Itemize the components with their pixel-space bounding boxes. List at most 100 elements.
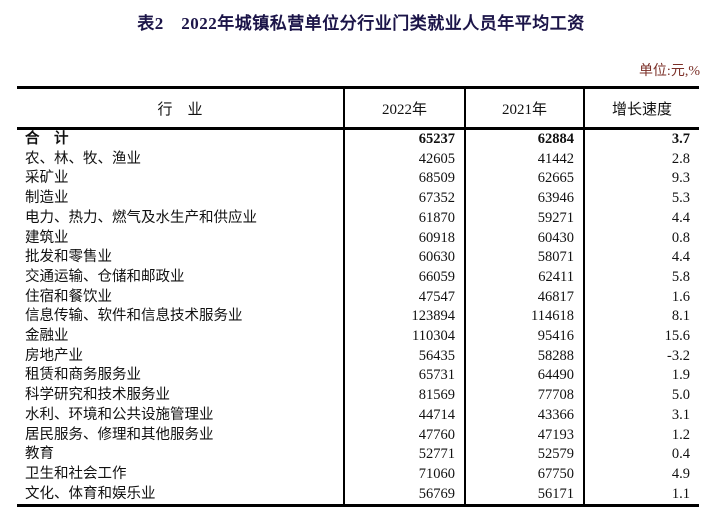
- value-2021-cell: 62884: [465, 128, 585, 150]
- value-2021-cell: 67750: [465, 464, 585, 485]
- growth-rate-cell: 15.6: [664, 328, 690, 345]
- value-2021-cell: 60430: [465, 228, 585, 249]
- value-2021-cell: 41442: [465, 149, 585, 170]
- header-growth-rate: 增长速度: [584, 87, 699, 130]
- value-2021-cell: 47193: [465, 425, 585, 446]
- industry-cell: 卫生和社会工作: [17, 464, 345, 485]
- page-title: 表2 2022年城镇私营单位分行业门类就业人员年平均工资: [137, 14, 585, 33]
- table-row: 住宿和餐饮业 47547 46817 1.6: [17, 287, 699, 308]
- value-2022-cell: 66059: [344, 267, 466, 288]
- table-row: 信息传输、软件和信息技术服务业 123894 114618 8.1: [17, 307, 699, 328]
- table-row: 交通运输、仓储和邮政业 66059 62411 5.8: [17, 267, 699, 288]
- value-2022-cell: 56435: [344, 346, 466, 367]
- growth-rate-cell: 1.6: [671, 288, 690, 305]
- table-row: 金融业 110304 95416 15.6: [17, 327, 699, 347]
- table-row: 建筑业 60918 60430 0.8: [17, 228, 699, 249]
- industry-cell: 建筑业: [17, 228, 345, 249]
- value-2021-cell: 58288: [465, 346, 585, 367]
- value-2021-cell: 63946: [465, 189, 585, 209]
- value-2022-cell: 47547: [344, 287, 466, 308]
- value-2021-cell: 52579: [465, 445, 585, 465]
- table-row: 科学研究和技术服务业 81569 77708 5.0: [17, 386, 699, 406]
- header-industry: 行 业: [17, 87, 345, 130]
- growth-rate-cell: 5.8: [671, 268, 690, 285]
- growth-rate-cell: 1.9: [671, 367, 690, 384]
- growth-rate-cell: 9.3: [671, 170, 690, 187]
- growth-rate-cell: 5.3: [671, 190, 690, 207]
- value-2021-cell: 77708: [465, 386, 585, 406]
- value-2022-cell: 65731: [344, 366, 466, 387]
- value-2021-cell: 59271: [465, 208, 585, 229]
- table-row: 批发和零售业 60630 58071 4.4: [17, 248, 699, 268]
- industry-cell: 制造业: [17, 189, 345, 209]
- value-2022-cell: 67352: [344, 189, 466, 209]
- wage-table-container: 行 业 2022年 2021年 增长速度 合 计 65237 62884 3.7…: [17, 86, 699, 508]
- growth-rate-cell: 3.1: [671, 406, 690, 423]
- value-2021-cell: 62411: [465, 267, 585, 288]
- value-2022-cell: 71060: [344, 464, 466, 485]
- table-row: 采矿业 68509 62665 9.3: [17, 169, 699, 190]
- wage-table: 行 业 2022年 2021年 增长速度 合 计 65237 62884 3.7…: [17, 86, 699, 508]
- growth-rate-cell: 1.2: [671, 426, 690, 443]
- value-2022-cell: 65237: [344, 128, 466, 150]
- growth-rate-cell: 8.1: [671, 308, 690, 325]
- industry-cell: 租赁和商务服务业: [17, 366, 345, 387]
- value-2021-cell: 46817: [465, 287, 585, 308]
- table-row: 农、林、牧、渔业 42605 41442 2.8: [17, 149, 699, 170]
- industry-cell: 交通运输、仓储和邮政业: [17, 267, 345, 288]
- value-2022-cell: 44714: [344, 405, 466, 426]
- growth-rate-cell: 1.1: [671, 485, 690, 502]
- growth-rate-cell: 4.4: [671, 209, 690, 226]
- industry-cell: 教育: [17, 445, 345, 465]
- header-year-2022: 2022年: [344, 87, 466, 130]
- industry-cell: 文化、体育和娱乐业: [17, 484, 345, 506]
- table-row: 文化、体育和娱乐业 56769 56171 1.1: [17, 484, 699, 506]
- value-2021-cell: 62665: [465, 169, 585, 190]
- value-2022-cell: 56769: [344, 484, 466, 506]
- value-2022-cell: 81569: [344, 386, 466, 406]
- value-2022-cell: 60918: [344, 228, 466, 249]
- growth-rate-cell: 4.4: [671, 249, 690, 266]
- value-2022-cell: 42605: [344, 149, 466, 170]
- value-2022-cell: 61870: [344, 208, 466, 229]
- value-2022-cell: 110304: [344, 327, 466, 347]
- growth-rate-cell: 0.4: [671, 446, 690, 463]
- growth-rate-cell: 5.0: [671, 387, 690, 404]
- value-2021-cell: 58071: [465, 248, 585, 268]
- table-row: 卫生和社会工作 71060 67750 4.9: [17, 464, 699, 485]
- value-2021-cell: 43366: [465, 405, 585, 426]
- value-2021-cell: 64490: [465, 366, 585, 387]
- table-row: 电力、热力、燃气及水生产和供应业 61870 59271 4.4: [17, 208, 699, 229]
- table-row: 水利、环境和公共设施管理业 44714 43366 3.1: [17, 405, 699, 426]
- industry-cell: 电力、热力、燃气及水生产和供应业: [17, 208, 345, 229]
- value-2022-cell: 123894: [344, 307, 466, 328]
- value-2021-cell: 95416: [465, 327, 585, 347]
- industry-cell: 水利、环境和公共设施管理业: [17, 405, 345, 426]
- table-row: 制造业 67352 63946 5.3: [17, 189, 699, 209]
- industry-cell: 住宿和餐饮业: [17, 287, 345, 308]
- industry-cell: 采矿业: [17, 169, 345, 190]
- growth-rate-cell: 2.8: [671, 150, 690, 167]
- value-2022-cell: 52771: [344, 445, 466, 465]
- table-row: 租赁和商务服务业 65731 64490 1.9: [17, 366, 699, 387]
- table-body: 合 计 65237 62884 3.7 农、林、牧、渔业 42605 41442…: [17, 128, 699, 506]
- value-2022-cell: 60630: [344, 248, 466, 268]
- industry-cell: 居民服务、修理和其他服务业: [17, 425, 345, 446]
- table-header-row: 行 业 2022年 2021年 增长速度: [17, 87, 699, 130]
- value-2021-cell: 114618: [465, 307, 585, 328]
- industry-cell: 金融业: [17, 327, 345, 347]
- table-row: 合 计 65237 62884 3.7: [17, 128, 699, 150]
- table-row: 居民服务、修理和其他服务业 47760 47193 1.2: [17, 425, 699, 446]
- growth-rate-cell: 3.7: [671, 131, 690, 147]
- industry-cell: 批发和零售业: [17, 248, 345, 268]
- value-2022-cell: 47760: [344, 425, 466, 446]
- growth-rate-cell: 0.8: [671, 229, 690, 246]
- industry-cell: 合 计: [17, 128, 345, 150]
- value-2022-cell: 68509: [344, 169, 466, 190]
- header-year-2021: 2021年: [465, 87, 585, 130]
- value-2021-cell: 56171: [465, 484, 585, 506]
- industry-cell: 信息传输、软件和信息技术服务业: [17, 307, 345, 328]
- industry-cell: 农、林、牧、渔业: [17, 149, 345, 170]
- unit-note: 单位:元,%: [638, 64, 700, 79]
